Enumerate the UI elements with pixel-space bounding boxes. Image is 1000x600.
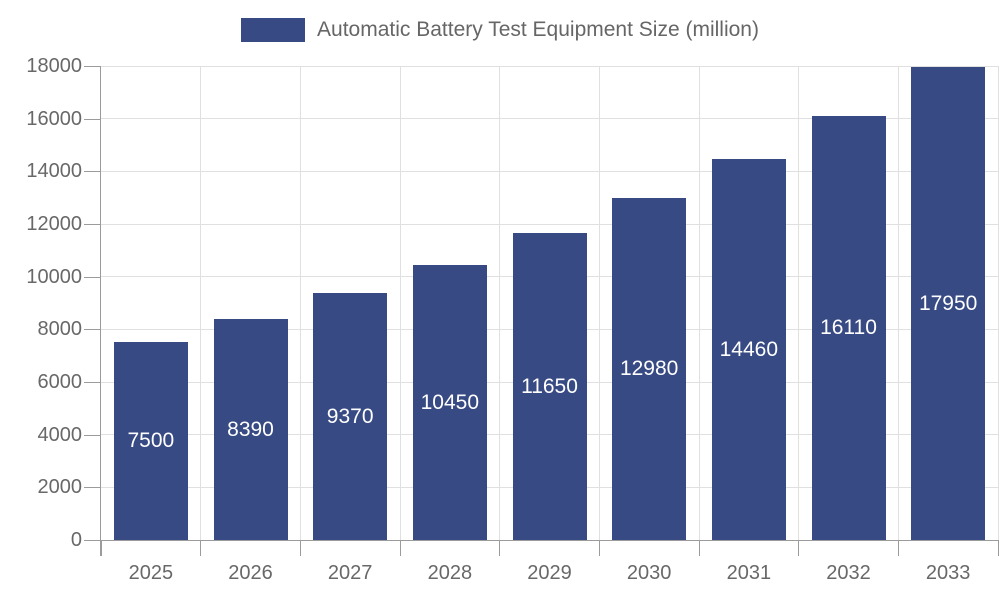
y-axis-tick-label: 8000 bbox=[37, 318, 83, 341]
legend-label: Automatic Battery Test Equipment Size (m… bbox=[317, 18, 759, 41]
y-axis-tick bbox=[84, 171, 100, 173]
x-axis-tick bbox=[897, 540, 899, 556]
x-axis-label-2032: 2032 bbox=[826, 562, 871, 584]
y-axis-tick-label: 2000 bbox=[37, 476, 83, 499]
y-axis-tick-label: 14000 bbox=[26, 160, 82, 183]
x-gridline bbox=[997, 66, 999, 540]
y-gridline bbox=[101, 118, 998, 120]
x-axis-label-2025: 2025 bbox=[128, 562, 174, 584]
x-gridline bbox=[897, 66, 899, 540]
y-axis-tick bbox=[84, 118, 100, 120]
x-axis-label-2030: 2030 bbox=[626, 562, 672, 584]
bar-value-label: 9370 bbox=[326, 404, 374, 428]
y-axis-tick-label: 16000 bbox=[26, 107, 82, 130]
x-axis-tick bbox=[299, 540, 301, 556]
bar-2033[interactable]: 17950 bbox=[911, 67, 986, 540]
bar-value-label: 11650 bbox=[521, 374, 578, 398]
y-axis-tick bbox=[84, 382, 100, 383]
x-axis-label-2033: 2033 bbox=[925, 562, 971, 584]
y-axis-tick bbox=[84, 66, 100, 67]
y-axis-tick-label: 0 bbox=[70, 529, 82, 551]
y-axis-tick-label: 4000 bbox=[37, 423, 83, 446]
x-axis-tick bbox=[698, 540, 700, 556]
y-gridline bbox=[101, 223, 998, 225]
bar-value-label: 8390 bbox=[227, 417, 274, 441]
x-gridline bbox=[698, 66, 700, 540]
x-axis-tick bbox=[997, 540, 999, 556]
x-axis-tick bbox=[798, 540, 800, 556]
bar-2027[interactable]: 9370 bbox=[313, 293, 388, 540]
y-gridline bbox=[101, 170, 998, 172]
bar-2032[interactable]: 16110 bbox=[811, 116, 886, 540]
y-axis-tick-label: 18000 bbox=[26, 55, 82, 77]
x-gridline bbox=[499, 66, 501, 540]
bar-2028[interactable]: 10450 bbox=[412, 265, 487, 540]
y-axis-line bbox=[100, 66, 101, 556]
legend-item[interactable]: Automatic Battery Test Equipment Size (m… bbox=[0, 18, 1000, 42]
bar-value-label: 7500 bbox=[127, 429, 175, 452]
x-gridline bbox=[299, 66, 301, 540]
y-axis-tick bbox=[84, 540, 100, 541]
bar-value-label: 12980 bbox=[619, 357, 679, 380]
y-axis-tick-label: 10000 bbox=[26, 265, 82, 288]
x-gridline bbox=[200, 66, 202, 540]
x-gridline bbox=[598, 66, 600, 540]
x-axis-label-2029: 2029 bbox=[527, 562, 572, 584]
y-axis-tick bbox=[84, 487, 100, 489]
x-axis-tick bbox=[598, 540, 600, 556]
bar-2026[interactable]: 8390 bbox=[213, 319, 288, 540]
x-gridline bbox=[798, 66, 800, 540]
legend-color-swatch bbox=[241, 18, 306, 42]
plot-area: 7500 8390 9370 10450 11650 12980 14460 16110 179… bbox=[101, 65, 999, 540]
x-axis-tick bbox=[499, 540, 501, 556]
y-gridline bbox=[101, 65, 998, 67]
x-axis-line bbox=[84, 540, 998, 541]
y-axis-tick bbox=[84, 224, 100, 225]
x-axis-tick bbox=[200, 540, 202, 556]
bar-value-label: 14460 bbox=[719, 337, 779, 361]
bar-2029[interactable]: 11650 bbox=[512, 233, 587, 540]
x-axis-tick bbox=[100, 540, 102, 556]
bar-2025[interactable]: 7500 bbox=[113, 342, 188, 540]
bar-2031[interactable]: 14460 bbox=[711, 159, 786, 540]
x-gridline bbox=[399, 66, 401, 540]
x-axis-label-2027: 2027 bbox=[327, 562, 373, 584]
y-axis-tick-label: 6000 bbox=[37, 371, 83, 393]
bar-value-label: 16110 bbox=[820, 316, 877, 339]
x-axis-label-2028: 2028 bbox=[427, 562, 473, 584]
y-axis-tick bbox=[84, 329, 100, 331]
x-axis-label-2031: 2031 bbox=[726, 562, 772, 584]
y-axis-tick bbox=[84, 434, 100, 436]
x-axis-label-2026: 2026 bbox=[228, 562, 273, 584]
bar-value-label: 10450 bbox=[420, 390, 480, 414]
bar-2030[interactable]: 12980 bbox=[612, 198, 687, 540]
y-axis-tick bbox=[84, 276, 100, 278]
y-axis-tick-label: 12000 bbox=[26, 213, 82, 235]
bar-value-label: 17950 bbox=[918, 291, 978, 315]
x-axis-tick bbox=[399, 540, 401, 556]
